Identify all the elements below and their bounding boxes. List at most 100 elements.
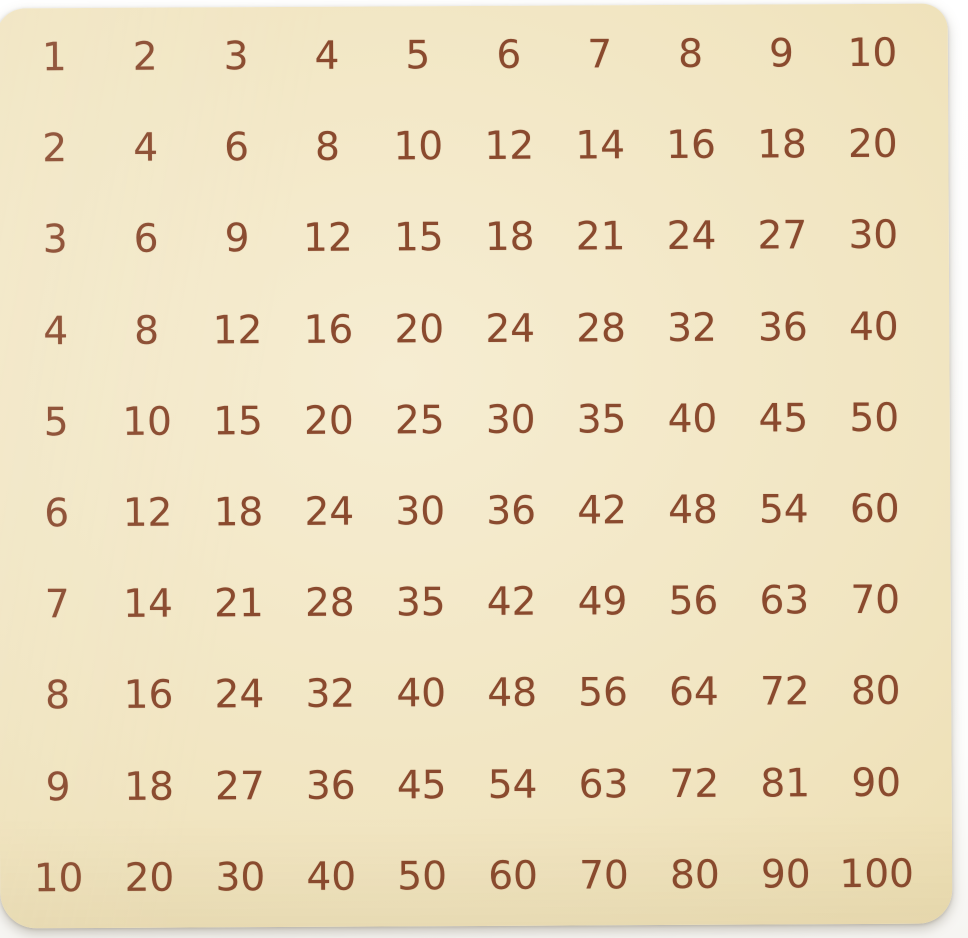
table-cell: 40 — [667, 396, 718, 442]
table-cell: 42 — [486, 579, 537, 626]
multiplication-board: 1 2 3 4 5 6 7 8 9 10 2 4 6 8 10 12 14 16 18 20 3 6 9 12 15 18 21 24… — [0, 3, 953, 929]
table-cell: 25 — [394, 398, 445, 444]
table-cell: 30 — [395, 489, 446, 535]
table-cell: 9 — [45, 764, 71, 810]
table-cell: 40 — [848, 304, 899, 350]
table-cell: 36 — [486, 488, 537, 535]
table-cell: 15 — [213, 398, 263, 445]
table-cell: 50 — [849, 395, 900, 441]
table-cell: 28 — [304, 580, 355, 627]
table-cell: 72 — [669, 761, 720, 807]
table-cell: 80 — [850, 669, 901, 715]
table-cell: 40 — [396, 671, 447, 717]
table-cell: 6 — [133, 217, 159, 263]
table-cell: 63 — [578, 761, 629, 808]
table-cell: 30 — [848, 213, 899, 259]
table-cell: 4 — [314, 33, 340, 79]
table-cell: 8 — [45, 673, 71, 719]
table-cell: 2 — [42, 126, 68, 172]
table-cell: 35 — [576, 397, 627, 443]
table-cell: 10 — [122, 399, 173, 445]
table-cell: 9 — [224, 216, 250, 262]
table-cell: 60 — [488, 853, 539, 899]
table-cell: 36 — [757, 304, 808, 351]
table-cell: 27 — [214, 763, 265, 810]
table-cell: 6 — [44, 491, 70, 537]
table-cell: 72 — [759, 669, 810, 715]
table-cell: 45 — [758, 396, 809, 442]
table-cell: 20 — [847, 122, 898, 168]
table-cell: 56 — [578, 670, 628, 716]
table-cell: 32 — [667, 305, 717, 351]
table-cell: 16 — [123, 673, 174, 719]
table-cell: 70 — [579, 853, 629, 899]
table-cell: 18 — [484, 215, 535, 261]
table-cell: 24 — [214, 672, 265, 718]
table-cell: 18 — [124, 764, 174, 810]
table-cell: 90 — [851, 760, 902, 806]
table-cell: 28 — [576, 305, 627, 352]
table-cell: 80 — [669, 852, 720, 898]
table-cell: 24 — [666, 214, 717, 260]
table-cell: 100 — [839, 851, 915, 897]
table-cell: 40 — [306, 854, 357, 900]
board-grid: 1 2 3 4 5 6 7 8 9 10 2 4 6 8 10 12 14 16 18 20 3 6 9 12 15 18 21 24… — [0, 4, 952, 929]
table-cell: 30 — [215, 854, 266, 901]
table-cell: 2 — [132, 34, 158, 80]
table-cell: 9 — [768, 31, 795, 77]
table-cell: 27 — [757, 213, 808, 259]
table-cell: 50 — [397, 854, 448, 900]
table-cell: 54 — [758, 487, 809, 533]
table-cell: 1 — [41, 35, 67, 81]
table-cell: 20 — [394, 306, 445, 353]
table-cell: 30 — [485, 397, 536, 443]
table-cell: 63 — [759, 578, 810, 624]
table-cell: 20 — [303, 398, 354, 444]
table-cell: 54 — [487, 762, 538, 808]
table-cell: 14 — [575, 123, 626, 169]
table-cell: 42 — [577, 488, 628, 534]
table-cell: 7 — [587, 32, 613, 78]
table-cell: 16 — [303, 307, 354, 353]
table-cell: 3 — [42, 217, 68, 263]
table-cell: 60 — [849, 486, 900, 533]
table-cell: 56 — [668, 579, 719, 625]
table-cell: 24 — [485, 306, 536, 352]
table-cell: 12 — [122, 490, 173, 536]
table-cell: 6 — [496, 32, 522, 78]
table-cell: 48 — [487, 671, 538, 717]
table-cell: 12 — [484, 123, 535, 170]
table-cell: 6 — [224, 125, 250, 171]
table-cell: 21 — [575, 214, 626, 260]
table-cell: 64 — [668, 670, 719, 716]
table-cell: 10 — [847, 30, 898, 77]
table-cell: 15 — [393, 215, 444, 261]
table-cell: 14 — [123, 581, 173, 628]
table-cell: 8 — [314, 124, 340, 171]
table-cell: 32 — [305, 672, 356, 718]
table-cell: 10 — [33, 855, 84, 902]
table-cell: 24 — [304, 489, 355, 535]
table-cell: 4 — [43, 308, 69, 354]
table-cell: 81 — [760, 760, 811, 807]
table-cell: 49 — [577, 579, 628, 625]
table-cell: 20 — [124, 855, 175, 901]
table-cell: 5 — [43, 400, 69, 446]
table-cell: 5 — [405, 33, 431, 79]
table-cell: 18 — [757, 122, 807, 168]
table-cell: 90 — [760, 852, 811, 898]
table-cell: 35 — [395, 580, 446, 626]
table-cell: 12 — [212, 307, 263, 354]
table-cell: 8 — [134, 308, 160, 354]
table-cell: 4 — [133, 125, 159, 172]
table-cell: 12 — [303, 216, 353, 262]
table-cell: 48 — [668, 487, 718, 534]
table-cell: 45 — [396, 762, 447, 809]
table-cell: 36 — [305, 763, 356, 809]
table-cell: 70 — [850, 578, 901, 624]
table-cell: 8 — [678, 31, 704, 78]
table-cell: 3 — [223, 34, 249, 80]
table-cell: 16 — [666, 123, 717, 169]
table-cell: 10 — [393, 124, 444, 170]
